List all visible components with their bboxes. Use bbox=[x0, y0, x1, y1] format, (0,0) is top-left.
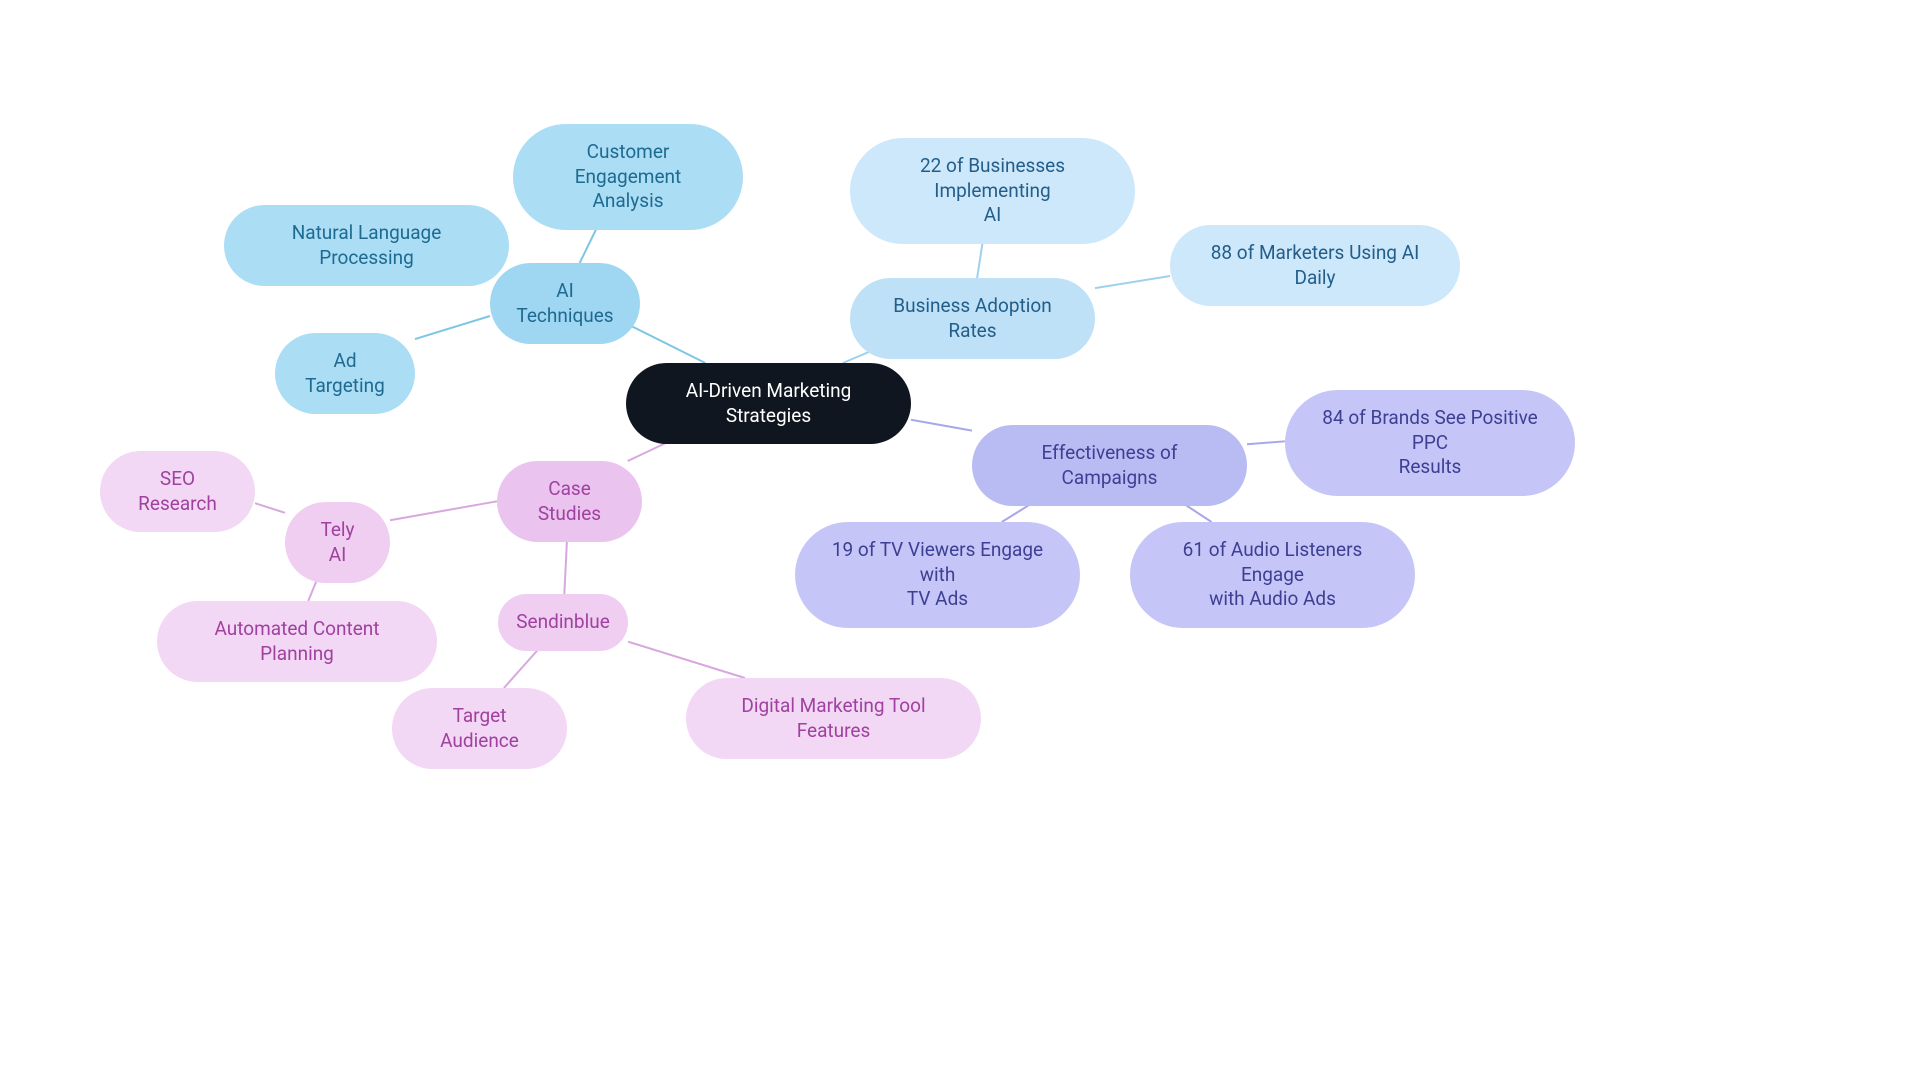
node-case_studies: Case Studies bbox=[497, 461, 642, 542]
node-22_businesses: 22 of Businesses Implementing AI bbox=[850, 138, 1135, 244]
node-target_audience: Target Audience bbox=[392, 688, 567, 769]
edge-adoption-88_marketers bbox=[1095, 276, 1170, 288]
node-19_tv: 19 of TV Viewers Engage with TV Ads bbox=[795, 522, 1080, 628]
node-effectiveness: Effectiveness of Campaigns bbox=[972, 425, 1247, 506]
node-tely_ai: Tely AI bbox=[285, 502, 390, 583]
node-ai_techniques: AI Techniques bbox=[490, 263, 640, 344]
edge-sendinblue-target_audience bbox=[504, 649, 539, 688]
node-customer_engagement: Customer Engagement Analysis bbox=[513, 124, 743, 230]
node-84_brands: 84 of Brands See Positive PPC Results bbox=[1285, 390, 1575, 496]
edge-tely_ai-seo_research bbox=[255, 503, 285, 513]
node-dmt_features: Digital Marketing Tool Features bbox=[686, 678, 981, 759]
node-root: AI-Driven Marketing Strategies bbox=[626, 363, 911, 444]
edge-root-effectiveness bbox=[911, 420, 972, 431]
node-nlp: Natural Language Processing bbox=[224, 205, 509, 286]
edge-root-ai_techniques bbox=[625, 323, 705, 363]
node-88_marketers: 88 of Marketers Using AI Daily bbox=[1170, 225, 1460, 306]
node-auto_content: Automated Content Planning bbox=[157, 601, 437, 682]
node-adoption: Business Adoption Rates bbox=[850, 278, 1095, 359]
edge-ai_techniques-ad_targeting bbox=[415, 316, 490, 339]
node-sendinblue: Sendinblue bbox=[498, 594, 628, 651]
node-61_audio: 61 of Audio Listeners Engage with Audio … bbox=[1130, 522, 1415, 628]
edge-case_studies-tely_ai bbox=[390, 501, 497, 520]
edge-effectiveness-84_brands bbox=[1247, 441, 1285, 444]
edge-sendinblue-dmt_features bbox=[628, 642, 745, 678]
node-ad_targeting: Ad Targeting bbox=[275, 333, 415, 414]
node-seo_research: SEO Research bbox=[100, 451, 255, 532]
